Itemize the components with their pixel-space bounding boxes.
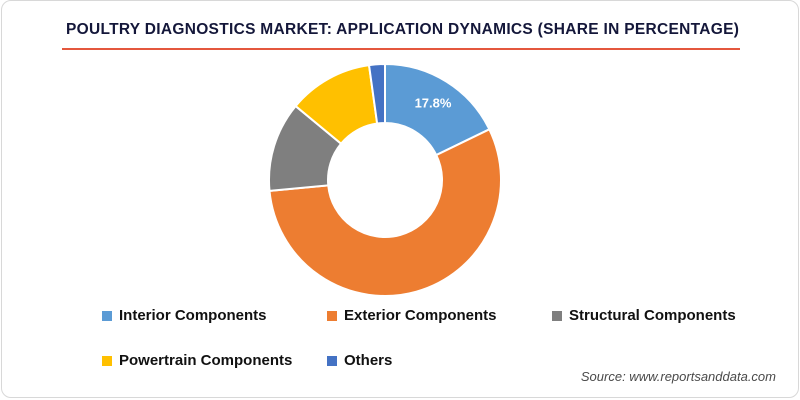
legend-item-exterior-components: Exterior Components (327, 307, 552, 324)
pie-slice-exterior-components (268, 127, 502, 297)
legend-label: Interior Components (119, 307, 267, 324)
legend-swatch (102, 310, 112, 321)
legend-item-structural-components: Structural Components (552, 307, 777, 324)
legend-label: Others (344, 352, 393, 369)
title-underline (62, 48, 740, 50)
legend-item-others: Others (327, 352, 552, 369)
legend-swatch (327, 310, 337, 321)
source-attribution: Source: www.reportsanddata.com (580, 369, 776, 384)
legend-label: Powertrain Components (119, 352, 293, 369)
pie-slice-others (367, 62, 386, 125)
chart-title: POULTRY DIAGNOSTICS MARKET: APPLICATION … (66, 21, 740, 38)
legend-item-powertrain-components: Powertrain Components (102, 352, 327, 369)
slice-data-label: 17.8% (415, 95, 452, 110)
legend-item-interior-components: Interior Components (102, 307, 327, 324)
legend-label: Structural Components (569, 307, 736, 324)
chart-legend: Interior Components Exterior Components St… (102, 307, 777, 369)
legend-swatch (102, 355, 112, 366)
donut-chart: 17.8% (268, 62, 502, 297)
legend-label: Exterior Components (344, 307, 497, 324)
legend-swatch (552, 310, 562, 321)
legend-swatch (327, 355, 337, 366)
